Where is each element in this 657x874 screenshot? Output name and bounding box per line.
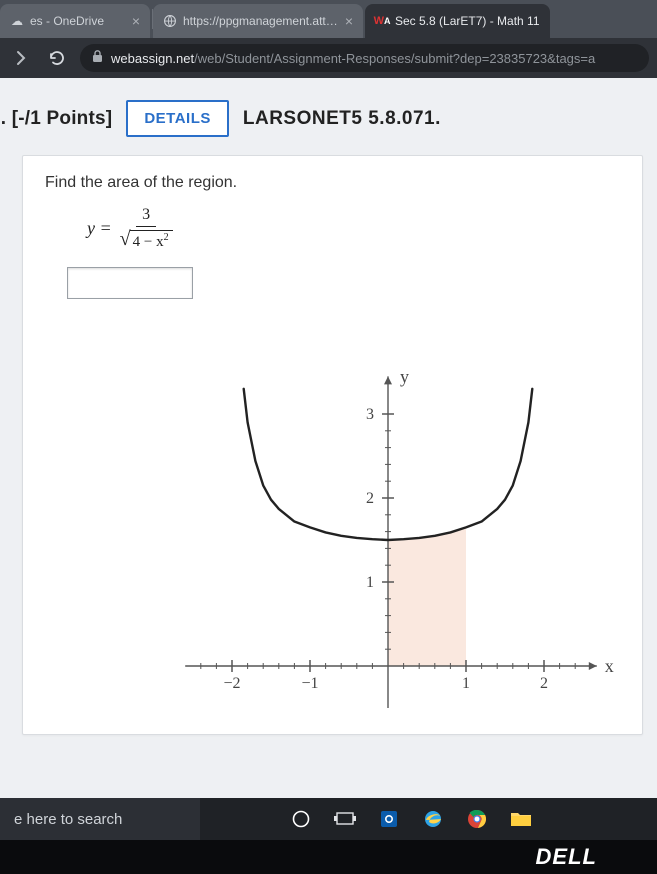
laptop-bezel: DELL: [0, 840, 657, 874]
tab-webassign[interactable]: WA Sec 5.8 (LarET7) - Math 11: [365, 4, 550, 38]
details-button[interactable]: DETAILS: [126, 100, 229, 137]
region-chart: −2 −1 1 2 1 2 3 x y: [153, 346, 623, 726]
browser-toolbar: webassign.net/web/Student/Assignment-Res…: [0, 38, 657, 78]
svg-text:1: 1: [462, 675, 470, 692]
page-viewport: 2. [-/1 Points] DETAILS LARSONET5 5.8.07…: [0, 78, 657, 798]
taskbar-icons: [290, 808, 532, 830]
cortana-icon[interactable]: [290, 808, 312, 830]
svg-text:2: 2: [366, 490, 374, 507]
search-placeholder: e here to search: [14, 811, 122, 828]
lock-icon: [92, 50, 103, 66]
ie-icon[interactable]: [422, 808, 444, 830]
question-id: LARSONET5 5.8.071.: [243, 108, 441, 130]
equation-lhs: y =: [87, 218, 112, 239]
radicand: 4 − x2: [130, 230, 173, 251]
points-label: 2. [-/1 Points]: [0, 108, 112, 130]
svg-text:3: 3: [366, 406, 374, 423]
url-text: webassign.net/web/Student/Assignment-Res…: [111, 51, 595, 66]
webassign-icon: WA: [375, 14, 389, 28]
tab-title: Sec 5.8 (LarET7) - Math 11: [395, 14, 540, 28]
dell-logo: DELL: [536, 844, 597, 870]
numerator: 3: [136, 206, 156, 227]
tab-ppg[interactable]: https://ppgmanagement.attenda ×: [153, 4, 363, 38]
tab-onedrive[interactable]: ☁ es - OneDrive ×: [0, 4, 150, 38]
answer-input[interactable]: [67, 267, 193, 299]
cloud-icon: ☁: [10, 14, 24, 28]
address-bar[interactable]: webassign.net/web/Student/Assignment-Res…: [80, 44, 649, 72]
svg-text:1: 1: [366, 574, 374, 591]
close-icon[interactable]: ×: [339, 13, 353, 29]
svg-text:x: x: [605, 656, 614, 676]
svg-text:2: 2: [540, 675, 548, 692]
equation: y = 3 √ 4 − x2: [87, 206, 620, 251]
browser-tabstrip: ☁ es - OneDrive × https://ppgmanagement.…: [0, 0, 657, 38]
globe-icon: [163, 14, 177, 28]
settings-icon[interactable]: [378, 808, 400, 830]
forward-button[interactable]: [8, 45, 34, 71]
svg-text:−2: −2: [223, 675, 240, 692]
denominator: √ 4 − x2: [120, 227, 173, 251]
explorer-icon[interactable]: [510, 808, 532, 830]
reload-button[interactable]: [44, 45, 70, 71]
close-icon[interactable]: ×: [126, 13, 140, 29]
windows-taskbar: e here to search: [0, 798, 657, 840]
question-header: 2. [-/1 Points] DETAILS LARSONET5 5.8.07…: [0, 78, 657, 155]
radical: √ 4 − x2: [120, 230, 173, 251]
question-card: Find the area of the region. y = 3 √ 4 −…: [22, 155, 643, 735]
question-prompt: Find the area of the region.: [45, 174, 620, 192]
svg-text:−1: −1: [301, 675, 318, 692]
tab-title: es - OneDrive: [30, 14, 126, 28]
taskbar-search[interactable]: e here to search: [0, 798, 200, 840]
fraction: 3 √ 4 − x2: [120, 206, 173, 251]
svg-text:y: y: [400, 366, 409, 386]
taskview-icon[interactable]: [334, 808, 356, 830]
chrome-icon[interactable]: [466, 808, 488, 830]
tab-title: https://ppgmanagement.attenda: [183, 14, 339, 28]
